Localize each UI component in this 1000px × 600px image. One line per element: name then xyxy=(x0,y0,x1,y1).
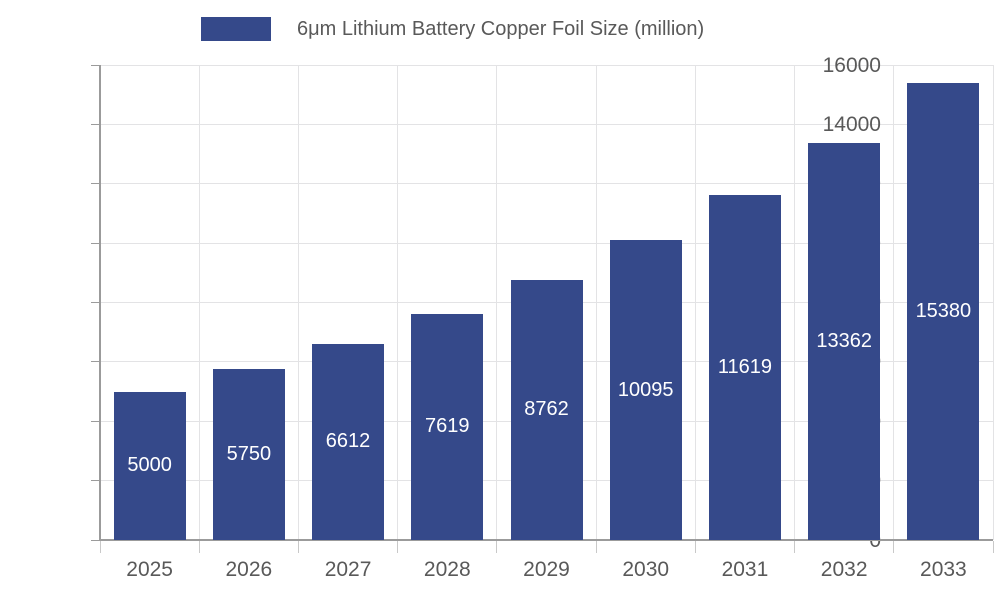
bar-value-label: 6612 xyxy=(325,430,371,453)
x-gridline xyxy=(297,65,299,540)
x-axis-tick xyxy=(992,541,994,553)
bar[interactable]: 5000 xyxy=(113,391,186,540)
x-axis-tick-label: 2032 xyxy=(820,558,868,581)
x-axis-tick xyxy=(496,541,498,553)
bar-value-label: 15380 xyxy=(915,300,972,323)
x-axis-tick xyxy=(694,541,696,553)
bar[interactable]: 11619 xyxy=(708,195,781,540)
y-axis-tick xyxy=(91,480,100,482)
x-gridline xyxy=(893,65,895,540)
x-gridline xyxy=(794,65,796,540)
x-axis-tick xyxy=(99,541,101,553)
x-axis-tick xyxy=(893,541,895,553)
x-axis-tick-label: 2028 xyxy=(423,558,471,581)
x-axis-tick xyxy=(595,541,597,553)
legend[interactable]: 6μm Lithium Battery Copper Foil Size (mi… xyxy=(201,17,704,41)
x-axis-tick xyxy=(198,541,200,553)
x-axis-tick xyxy=(794,541,796,553)
plot-area: 0200040006000800010000120001400016000500… xyxy=(91,55,994,581)
y-gridline xyxy=(100,183,993,185)
x-gridline xyxy=(595,65,597,540)
y-axis-tick xyxy=(91,183,100,185)
y-gridline xyxy=(100,123,993,125)
y-gridline xyxy=(100,242,993,244)
x-gridline xyxy=(694,65,696,540)
y-axis-tick xyxy=(91,420,100,422)
y-axis-tick-label: 16000 xyxy=(822,53,881,77)
x-axis-tick-label: 2029 xyxy=(523,558,570,581)
bar[interactable]: 10095 xyxy=(609,240,682,540)
legend-label: 6μm Lithium Battery Copper Foil Size (mi… xyxy=(297,17,705,40)
y-axis-tick xyxy=(91,361,100,363)
bar-value-label: 5000 xyxy=(127,454,172,477)
x-axis-tick xyxy=(297,541,299,553)
bar-value-label: 10095 xyxy=(617,378,674,401)
x-axis-line xyxy=(99,539,993,541)
bar-value-label: 11619 xyxy=(717,356,772,379)
x-gridline xyxy=(992,65,994,540)
bar[interactable]: 7619 xyxy=(411,313,484,540)
y-axis-tick xyxy=(91,64,100,66)
bar[interactable]: 6612 xyxy=(312,343,385,540)
x-axis-tick xyxy=(397,541,399,553)
y-axis-line xyxy=(99,65,101,540)
bar-value-label: 7619 xyxy=(425,415,470,438)
x-axis-tick-label: 2026 xyxy=(225,558,273,581)
y-axis-tick xyxy=(91,123,100,125)
x-axis-tick-label: 2025 xyxy=(126,558,173,581)
bar[interactable]: 8762 xyxy=(510,279,583,540)
x-axis-tick-label: 2030 xyxy=(622,558,670,581)
x-gridline xyxy=(496,65,498,540)
x-gridline xyxy=(198,65,200,540)
legend-swatch-icon xyxy=(201,17,271,41)
bar[interactable]: 13362 xyxy=(808,143,881,540)
y-axis-tick xyxy=(91,242,100,244)
bar-value-label: 8762 xyxy=(524,398,569,421)
x-gridline xyxy=(397,65,399,540)
y-axis-tick xyxy=(91,539,100,541)
bar[interactable]: 15380 xyxy=(907,83,980,540)
x-axis-tick-label: 2027 xyxy=(324,558,372,581)
bar-value-label: 13362 xyxy=(816,330,872,353)
bar[interactable]: 5750 xyxy=(212,369,285,540)
x-axis-tick-label: 2033 xyxy=(920,558,967,581)
y-gridline xyxy=(100,64,993,66)
y-axis-tick-label: 14000 xyxy=(822,112,881,136)
x-axis-tick-label: 2031 xyxy=(721,558,769,581)
bar-value-label: 5750 xyxy=(226,443,272,466)
y-axis-tick xyxy=(91,302,100,303)
